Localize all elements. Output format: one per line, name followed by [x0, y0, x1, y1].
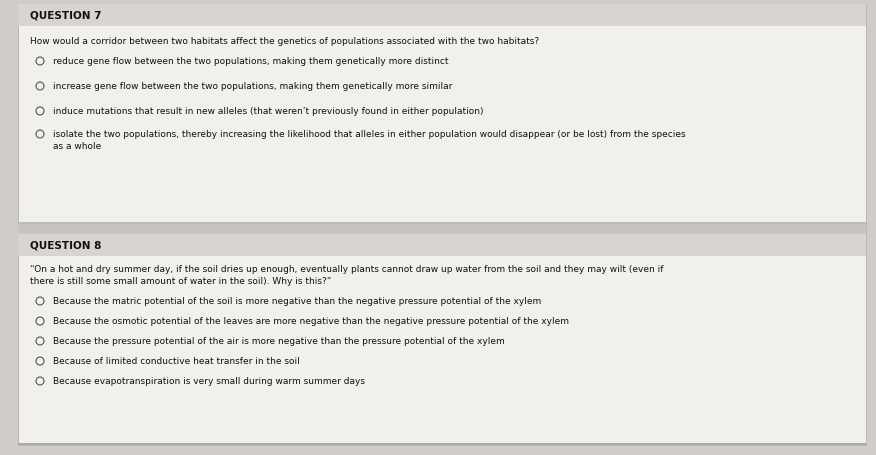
Text: How would a corridor between two habitats affect the genetics of populations ass: How would a corridor between two habitat… [30, 37, 539, 46]
Text: Because the osmotic potential of the leaves are more negative than the negative : Because the osmotic potential of the lea… [53, 316, 569, 325]
Text: Because the matric potential of the soil is more negative than the negative pres: Because the matric potential of the soil… [53, 296, 541, 305]
Text: QUESTION 8: QUESTION 8 [30, 241, 102, 250]
Text: isolate the two populations, thereby increasing the likelihood that alleles in e: isolate the two populations, thereby inc… [53, 130, 686, 151]
Text: Because the pressure potential of the air is more negative than the pressure pot: Because the pressure potential of the ai… [53, 336, 505, 345]
Bar [18, 443, 866, 445]
Bar [18, 234, 866, 257]
Text: QUESTION 7: QUESTION 7 [30, 11, 102, 21]
Bar [18, 222, 866, 224]
Text: reduce gene flow between the two populations, making them genetically more disti: reduce gene flow between the two populat… [53, 57, 449, 66]
Text: Because evapotranspiration is very small during warm summer days: Because evapotranspiration is very small… [53, 376, 365, 385]
Text: “On a hot and dry summer day, if the soil dries up enough, eventually plants can: “On a hot and dry summer day, if the soi… [30, 264, 663, 285]
Bar [18, 5, 866, 27]
Text: increase gene flow between the two populations, making them genetically more sim: increase gene flow between the two popul… [53, 82, 452, 91]
Text: induce mutations that result in new alleles (that weren’t previously found in ei: induce mutations that result in new alle… [53, 107, 484, 116]
Text: Because of limited conductive heat transfer in the soil: Because of limited conductive heat trans… [53, 356, 300, 365]
Bar [18, 224, 866, 234]
